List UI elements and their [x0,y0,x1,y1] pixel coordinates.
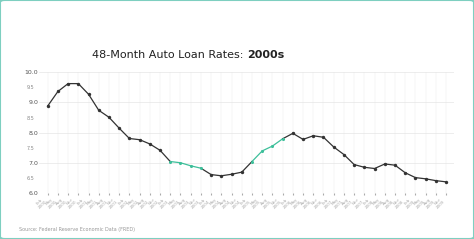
Point [258,149,266,153]
Point [248,160,256,163]
Point [146,142,154,146]
Point [340,153,348,157]
Point [136,138,144,142]
Point [207,173,215,176]
Point [299,137,307,141]
Text: 2000s: 2000s [247,50,284,60]
Point [166,160,174,163]
Point [269,144,276,148]
Point [279,137,286,141]
Point [177,161,184,165]
Point [228,172,236,176]
Point [401,171,409,175]
Point [105,115,113,119]
Point [361,165,368,169]
Point [156,148,164,152]
Point [95,108,102,112]
Point [432,179,440,183]
Point [289,131,297,135]
Point [187,164,194,168]
Point [411,176,419,179]
Point [422,177,429,181]
Point [126,136,133,140]
Point [391,163,399,167]
Point [381,162,389,166]
Point [74,82,82,86]
Point [44,104,52,108]
Text: 48-Month Auto Loan Rates:: 48-Month Auto Loan Rates: [92,50,247,60]
Point [442,180,450,184]
Point [350,163,358,167]
Point [218,174,225,178]
Point [54,90,62,93]
Point [319,135,327,139]
Point [330,145,337,149]
Point [371,167,378,170]
Point [85,92,92,96]
Point [64,82,72,86]
Text: Source: Federal Reserve Economic Data (FRED): Source: Federal Reserve Economic Data (F… [19,227,135,232]
Point [115,126,123,130]
Point [197,166,205,170]
Point [238,170,246,174]
Point [310,134,317,138]
